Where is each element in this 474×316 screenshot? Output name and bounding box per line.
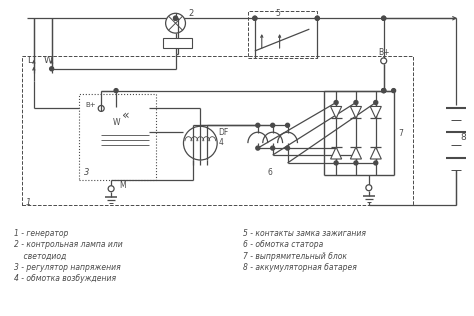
Polygon shape xyxy=(330,147,342,159)
Circle shape xyxy=(98,106,104,112)
Circle shape xyxy=(374,100,378,105)
Polygon shape xyxy=(370,147,381,159)
Text: 2 - контрольная лампа или: 2 - контрольная лампа или xyxy=(14,240,123,249)
Circle shape xyxy=(256,146,260,150)
Circle shape xyxy=(114,88,118,93)
Text: 7 - выпрямительный блок: 7 - выпрямительный блок xyxy=(243,252,347,261)
Circle shape xyxy=(382,88,386,93)
Circle shape xyxy=(285,146,290,150)
Circle shape xyxy=(183,126,217,160)
Bar xyxy=(80,94,156,180)
Circle shape xyxy=(366,185,372,191)
Text: 8 - аккумуляторная батарея: 8 - аккумуляторная батарея xyxy=(243,263,357,272)
Circle shape xyxy=(108,186,114,192)
Text: W: W xyxy=(112,118,120,127)
Circle shape xyxy=(334,161,338,165)
Circle shape xyxy=(382,16,386,20)
Text: светодиод: светодиод xyxy=(14,252,66,261)
Circle shape xyxy=(315,16,319,20)
Text: «: « xyxy=(122,109,130,122)
Circle shape xyxy=(285,123,290,127)
Polygon shape xyxy=(350,106,362,118)
Polygon shape xyxy=(350,147,362,159)
Text: DF: DF xyxy=(218,128,228,137)
Circle shape xyxy=(392,88,396,93)
Circle shape xyxy=(173,16,178,20)
Circle shape xyxy=(382,16,386,20)
Text: 7: 7 xyxy=(399,129,403,138)
Circle shape xyxy=(354,161,358,165)
Text: 5: 5 xyxy=(275,9,280,18)
Circle shape xyxy=(315,16,319,20)
Text: 5 - контакты замка зажигания: 5 - контакты замка зажигания xyxy=(243,229,366,238)
Circle shape xyxy=(50,67,54,71)
Circle shape xyxy=(253,16,257,20)
Circle shape xyxy=(382,88,386,93)
Circle shape xyxy=(256,123,260,127)
Text: 6: 6 xyxy=(267,168,272,177)
Polygon shape xyxy=(330,106,342,118)
Text: B+: B+ xyxy=(85,102,96,108)
Polygon shape xyxy=(370,106,381,118)
Text: 4: 4 xyxy=(218,138,223,147)
Text: W: W xyxy=(43,56,52,65)
Text: 2: 2 xyxy=(189,9,194,18)
Circle shape xyxy=(354,100,358,105)
Text: 4 - обмотка возбуждения: 4 - обмотка возбуждения xyxy=(14,274,116,283)
Text: B+: B+ xyxy=(378,48,390,58)
Text: 3: 3 xyxy=(84,168,90,177)
Circle shape xyxy=(253,16,257,20)
Bar xyxy=(248,11,317,58)
Circle shape xyxy=(271,123,274,127)
Text: 1 - генератор: 1 - генератор xyxy=(14,229,68,238)
Circle shape xyxy=(165,13,185,33)
Text: 3 - регулятор напряжения: 3 - регулятор напряжения xyxy=(14,263,121,272)
Circle shape xyxy=(173,16,178,20)
Bar xyxy=(22,56,413,204)
Circle shape xyxy=(381,58,387,64)
Circle shape xyxy=(334,100,338,105)
Circle shape xyxy=(271,146,274,150)
Circle shape xyxy=(374,161,378,165)
Text: 6 - обмотка статора: 6 - обмотка статора xyxy=(243,240,323,249)
Text: L: L xyxy=(27,56,32,65)
Text: 1: 1 xyxy=(26,198,31,207)
Text: 8: 8 xyxy=(460,133,466,142)
Bar xyxy=(163,38,192,48)
Text: M: M xyxy=(119,181,126,190)
Circle shape xyxy=(382,88,386,93)
